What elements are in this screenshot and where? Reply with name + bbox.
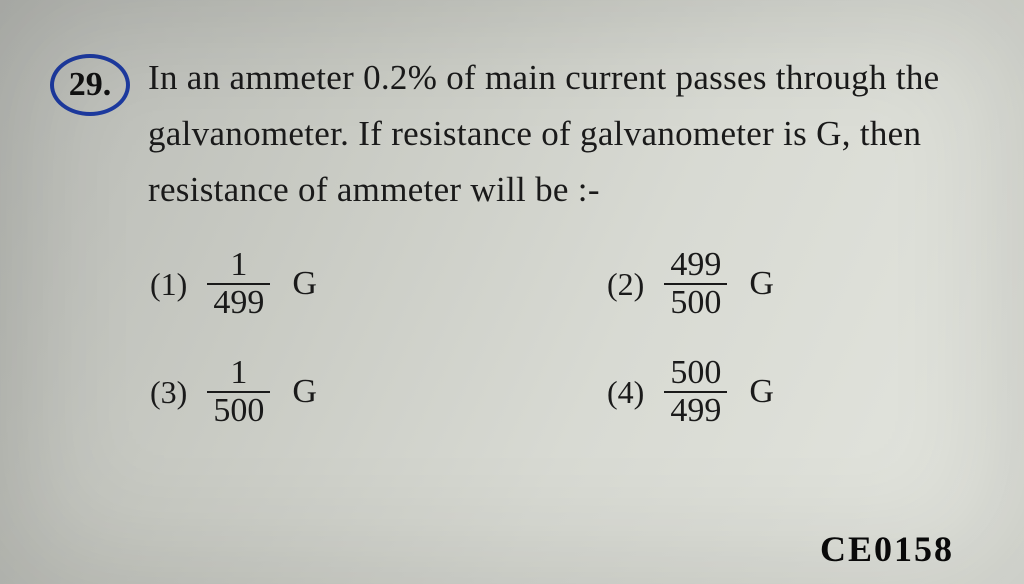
variable-g: G: [292, 373, 317, 411]
option-label: (2): [607, 266, 644, 303]
fraction: 499 500: [664, 248, 727, 320]
fraction-numerator: 500: [664, 356, 727, 391]
fraction-numerator: 499: [664, 248, 727, 283]
fraction: 1 499: [207, 248, 270, 320]
fraction: 1 500: [207, 356, 270, 428]
variable-g: G: [749, 373, 774, 411]
option-label: (4): [607, 374, 644, 411]
question-text: In an ammeter 0.2% of main current passe…: [148, 50, 944, 218]
fraction-denominator: 499: [207, 283, 270, 320]
question-row: 29. In an ammeter 0.2% of main current p…: [50, 50, 944, 218]
fraction: 500 499: [664, 356, 727, 428]
question-number-circle: 29.: [50, 54, 130, 116]
variable-g: G: [292, 265, 317, 303]
option-label: (1): [150, 266, 187, 303]
question-number: 29.: [69, 66, 112, 104]
options-grid: (1) 1 499 G (2) 499 500 G (3) 1 500 G (4…: [150, 248, 944, 428]
option-1: (1) 1 499 G: [150, 248, 487, 320]
fraction-denominator: 500: [664, 283, 727, 320]
option-3: (3) 1 500 G: [150, 356, 487, 428]
option-label: (3): [150, 374, 187, 411]
fraction-denominator: 499: [664, 391, 727, 428]
fraction-numerator: 1: [224, 248, 253, 283]
fraction-denominator: 500: [207, 391, 270, 428]
variable-g: G: [749, 265, 774, 303]
option-4: (4) 500 499 G: [607, 356, 944, 428]
option-2: (2) 499 500 G: [607, 248, 944, 320]
fraction-numerator: 1: [224, 356, 253, 391]
question-number-wrap: 29.: [50, 54, 130, 116]
question-page: 29. In an ammeter 0.2% of main current p…: [0, 0, 1024, 448]
question-code: CE0158: [820, 528, 954, 570]
